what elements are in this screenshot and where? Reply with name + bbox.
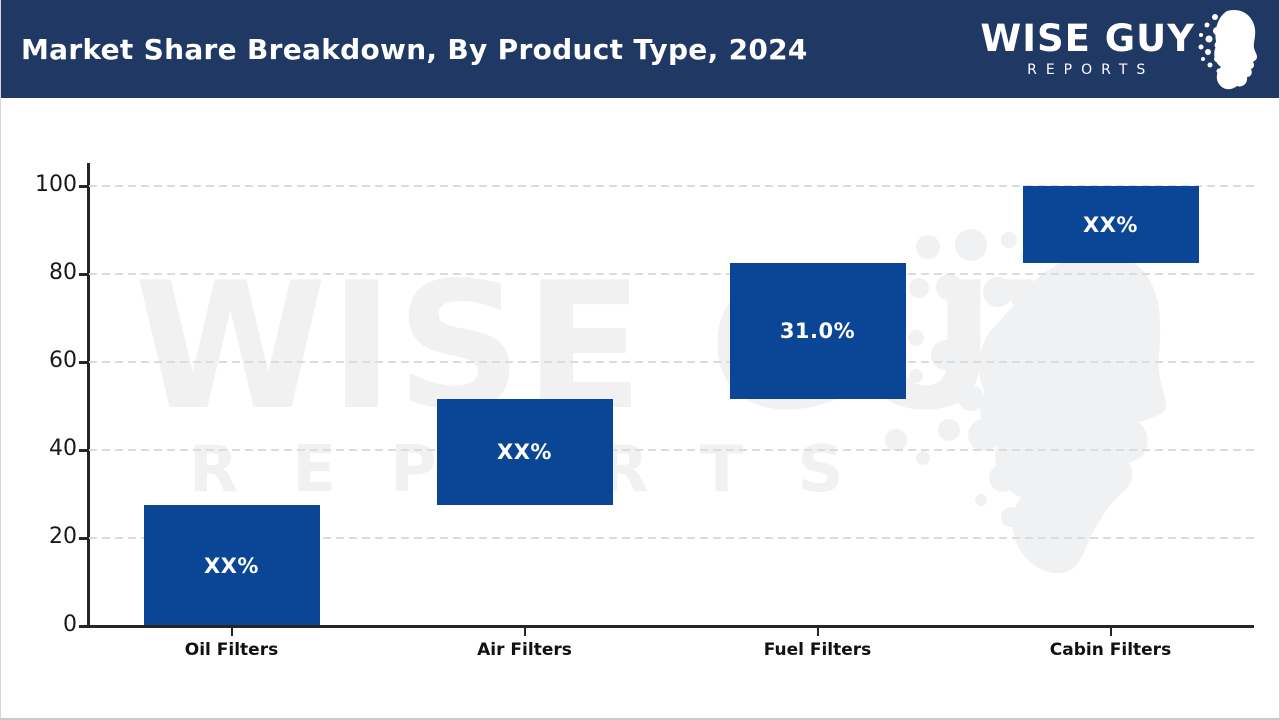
- header-bar: Market Share Breakdown, By Product Type,…: [1, 0, 1279, 98]
- y-axis-tick-mark: [79, 185, 87, 188]
- brand-head-icon: [1198, 9, 1257, 90]
- x-axis-tick-mark: [1109, 628, 1112, 636]
- brand-tagline: REPORTS: [1027, 62, 1155, 78]
- y-axis-line: [87, 163, 90, 627]
- bar-value-label: XX%: [497, 440, 552, 465]
- y-axis-tick-label: 20: [49, 524, 77, 549]
- bar-value-label: 31.0%: [779, 319, 856, 344]
- y-axis-tick-label: 40: [49, 436, 77, 461]
- x-axis-tick-mark: [230, 628, 233, 636]
- bar-segment: XX%: [1022, 186, 1199, 263]
- y-axis-tick-label: 60: [49, 348, 77, 373]
- bar-value-label: XX%: [204, 553, 259, 578]
- y-axis-tick-mark: [79, 537, 87, 540]
- x-axis-tick-mark: [816, 628, 819, 636]
- x-axis-line: [87, 625, 1254, 628]
- y-axis-tick-mark: [79, 273, 87, 276]
- x-axis-tick-mark: [523, 628, 526, 636]
- y-axis-tick-mark: [79, 449, 87, 452]
- gridline: [89, 273, 1254, 275]
- y-axis-tick-mark: [79, 625, 87, 628]
- x-axis-category-label: Cabin Filters: [1049, 640, 1172, 660]
- gridline: [89, 185, 1254, 187]
- bar-segment: XX%: [436, 399, 613, 505]
- gridline: [89, 449, 1254, 451]
- page-title: Market Share Breakdown, By Product Type,…: [21, 32, 808, 66]
- gridline: [89, 537, 1254, 539]
- brand-logo: WISE GUY REPORTS: [980, 5, 1269, 93]
- x-axis-category-label: Air Filters: [477, 640, 572, 660]
- bar-segment: XX%: [143, 505, 320, 626]
- y-axis-tick-label: 100: [35, 172, 77, 197]
- y-axis-tick-label: 0: [63, 612, 77, 637]
- y-axis-tick-label: 80: [49, 260, 77, 285]
- gridline: [89, 361, 1254, 363]
- bar-segment: 31.0%: [729, 263, 906, 400]
- brand-text: WISE GUY REPORTS: [980, 20, 1195, 78]
- y-axis-tick-mark: [79, 361, 87, 364]
- x-axis-category-label: Fuel Filters: [763, 640, 872, 660]
- bar-value-label: XX%: [1083, 212, 1138, 237]
- brand-name: WISE GUY: [980, 17, 1195, 60]
- watermark-dotted-head-icon: [885, 229, 1167, 574]
- x-axis-category-label: Oil Filters: [184, 640, 279, 660]
